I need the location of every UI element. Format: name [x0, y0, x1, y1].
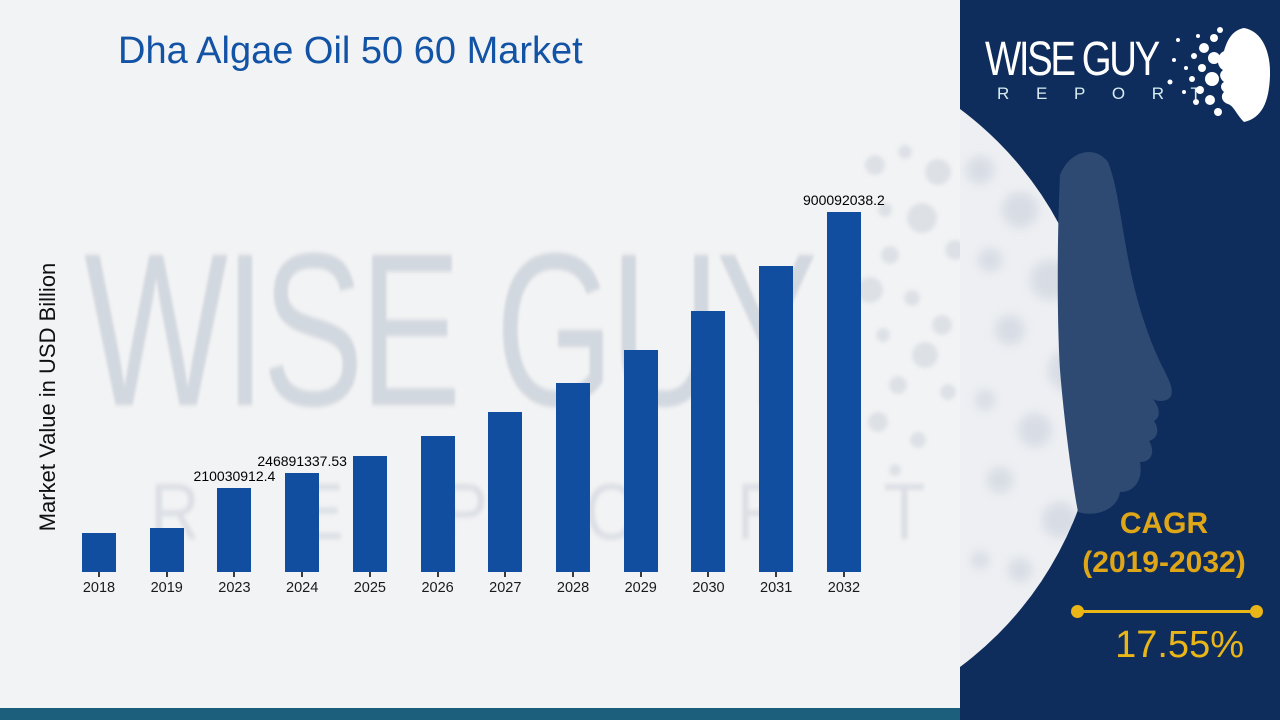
- bar: [826, 212, 861, 572]
- cagr-divider-line: [1071, 605, 1263, 618]
- bottom-accent-strip: [0, 708, 962, 720]
- bar-column: 2025: [352, 456, 387, 596]
- page-title: Dha Algae Oil 50 60 Market: [118, 30, 583, 72]
- x-axis-tick: [504, 572, 507, 577]
- dotted-face-icon: [1167, 27, 1271, 122]
- bar: [623, 350, 658, 572]
- bar: [488, 412, 523, 572]
- cagr-label: CAGR: [1119, 507, 1209, 540]
- x-tick-label: 2018: [82, 580, 116, 596]
- x-tick-label: 2026: [421, 580, 454, 596]
- bar-value-label: 246891337.53: [257, 453, 347, 469]
- cagr-period: (2019-2032): [1082, 546, 1246, 579]
- x-axis-tick: [165, 572, 168, 577]
- x-tick-label: 2023: [218, 580, 251, 596]
- x-tick-label: 2024: [286, 580, 319, 596]
- panel-background-art: [960, 109, 1172, 667]
- bar-column: 2029: [623, 350, 658, 596]
- wise-guy-reports-logo: WISE GUY R E P O R T S: [960, 0, 1280, 130]
- watermark-dots-pattern: [857, 145, 965, 476]
- logo-wiseguy-text: WISE GUY: [985, 33, 1160, 86]
- bar: [759, 266, 794, 572]
- bar-column: 2019: [149, 528, 184, 596]
- x-tick-label: 2019: [150, 580, 183, 596]
- x-tick-label: 2031: [760, 580, 793, 596]
- x-axis-tick: [436, 572, 439, 577]
- bar-column: 900092038.2 2032: [803, 192, 885, 596]
- x-axis-tick: [842, 572, 845, 577]
- x-axis-tick: [572, 572, 575, 577]
- x-tick-label: 2027: [489, 580, 522, 596]
- x-axis-tick: [639, 572, 642, 577]
- x-tick-label: 2029: [624, 580, 657, 596]
- x-axis-tick: [301, 572, 304, 577]
- x-axis-tick: [98, 572, 100, 577]
- x-axis-tick: [707, 572, 710, 577]
- bar: [556, 383, 591, 572]
- bar-column: 210030912.4 2023: [194, 468, 276, 596]
- x-tick-label: 2032: [827, 580, 861, 596]
- bar-column: 2026: [420, 436, 455, 596]
- x-tick-label: 2028: [556, 580, 590, 596]
- x-axis-tick: [233, 572, 236, 577]
- bar: [691, 311, 726, 572]
- bar-value-label: 210030912.4: [193, 468, 276, 484]
- x-tick-label: 2025: [353, 580, 387, 596]
- logo-reports-text: R E P O R T S: [997, 84, 1250, 103]
- bar-column: 2027: [488, 412, 523, 596]
- panel-face-silhouette: [1057, 152, 1172, 514]
- bar-value-label: 900092038.2: [803, 192, 885, 208]
- x-axis-tick: [775, 572, 778, 577]
- bar-column: 2018: [82, 533, 116, 596]
- y-axis-label: Market Value in USD Billion: [35, 262, 60, 532]
- x-axis-tick: [368, 572, 371, 577]
- bar-column: 2031: [759, 266, 794, 596]
- bar: [420, 436, 455, 572]
- cagr-block: CAGR (2019-2032): [1060, 504, 1268, 582]
- bar: [149, 528, 184, 572]
- bar-column: 2028: [556, 383, 591, 596]
- bar: [82, 533, 116, 572]
- bar: [217, 488, 252, 572]
- bar-column: 246891337.53 2024: [257, 453, 347, 596]
- bar-column: 2030: [691, 311, 726, 596]
- bar: [352, 456, 387, 572]
- bar: [285, 473, 320, 572]
- side-panel: WISE GUY R E P O R T S CAGR (2019-2032) …: [960, 0, 1280, 720]
- x-tick-label: 2030: [692, 580, 725, 596]
- cagr-value: 17.55%: [1115, 624, 1244, 666]
- bar-chart: 2018 2019 210030912.4 2023 246891337.53 2024 2…: [82, 172, 885, 596]
